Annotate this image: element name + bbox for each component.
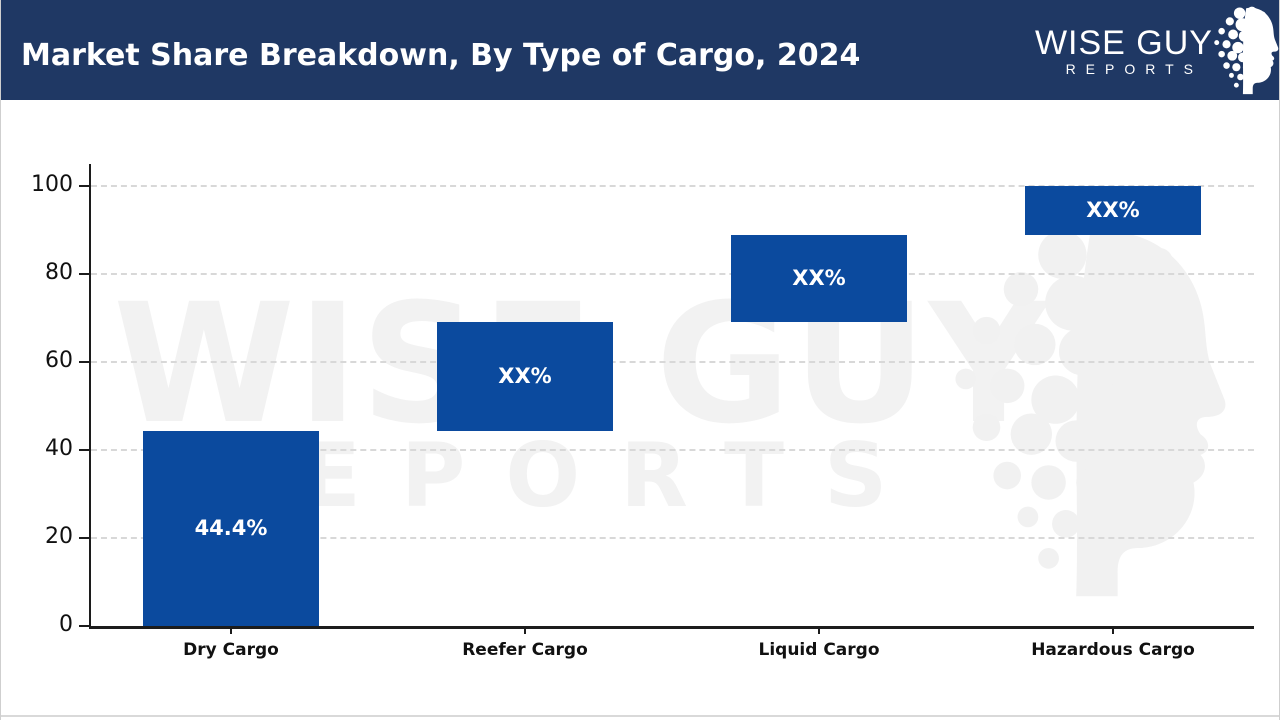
x-tick-1: [524, 626, 526, 634]
x-category-label: Liquid Cargo: [758, 640, 880, 660]
x-category-label: Reefer Cargo: [462, 640, 588, 660]
bar-value-label: 44.4%: [194, 516, 268, 541]
y-tick-label-100: 100: [31, 172, 73, 197]
gridline-80: [91, 273, 1254, 275]
wiseguy-logo: WISE GUY REPORTS: [1025, 0, 1279, 100]
figure-bottom-border: [1, 715, 1279, 717]
chart-title: Market Share Breakdown, By Type of Cargo…: [21, 38, 861, 73]
y-tick-20: [79, 537, 91, 539]
y-tick-0: [79, 625, 91, 627]
y-tick-label-40: 40: [45, 436, 73, 461]
x-category-label: Hazardous Cargo: [1031, 640, 1195, 660]
gridline-100: [91, 185, 1254, 187]
y-axis-line: [89, 164, 91, 629]
x-axis-line: [89, 626, 1254, 629]
y-tick-60: [79, 361, 91, 363]
logo-wordmark: WISE GUY: [1034, 24, 1213, 62]
bar-liquid-cargo: XX%: [731, 234, 907, 322]
y-tick-label-0: 0: [59, 612, 73, 637]
x-category-label: Dry Cargo: [183, 640, 279, 660]
y-tick-100: [79, 185, 91, 187]
bar-value-label: XX%: [1086, 198, 1140, 223]
bar-value-label: XX%: [498, 364, 552, 389]
y-tick-80: [79, 273, 91, 275]
bar-value-label: XX%: [792, 266, 846, 291]
watermark-head-icon: [955, 227, 1226, 597]
gridline-40: [91, 449, 1254, 451]
header-band: Market Share Breakdown, By Type of Cargo…: [1, 0, 1279, 100]
gridline-20: [91, 537, 1254, 539]
bar-hazardous-cargo: XX%: [1025, 186, 1201, 235]
logo-head-icon: [1214, 6, 1279, 95]
logo-subtext: REPORTS: [1065, 61, 1203, 77]
y-tick-label-20: 20: [45, 524, 73, 549]
x-tick-2: [818, 626, 820, 634]
bar-reefer-cargo: XX%: [437, 321, 613, 431]
gridline-60: [91, 361, 1254, 363]
y-tick-label-60: 60: [45, 348, 73, 373]
x-tick-3: [1112, 626, 1114, 634]
y-tick-label-80: 80: [45, 260, 73, 285]
y-tick-40: [79, 449, 91, 451]
x-tick-0: [230, 626, 232, 634]
bar-dry-cargo: 44.4%: [143, 430, 319, 626]
